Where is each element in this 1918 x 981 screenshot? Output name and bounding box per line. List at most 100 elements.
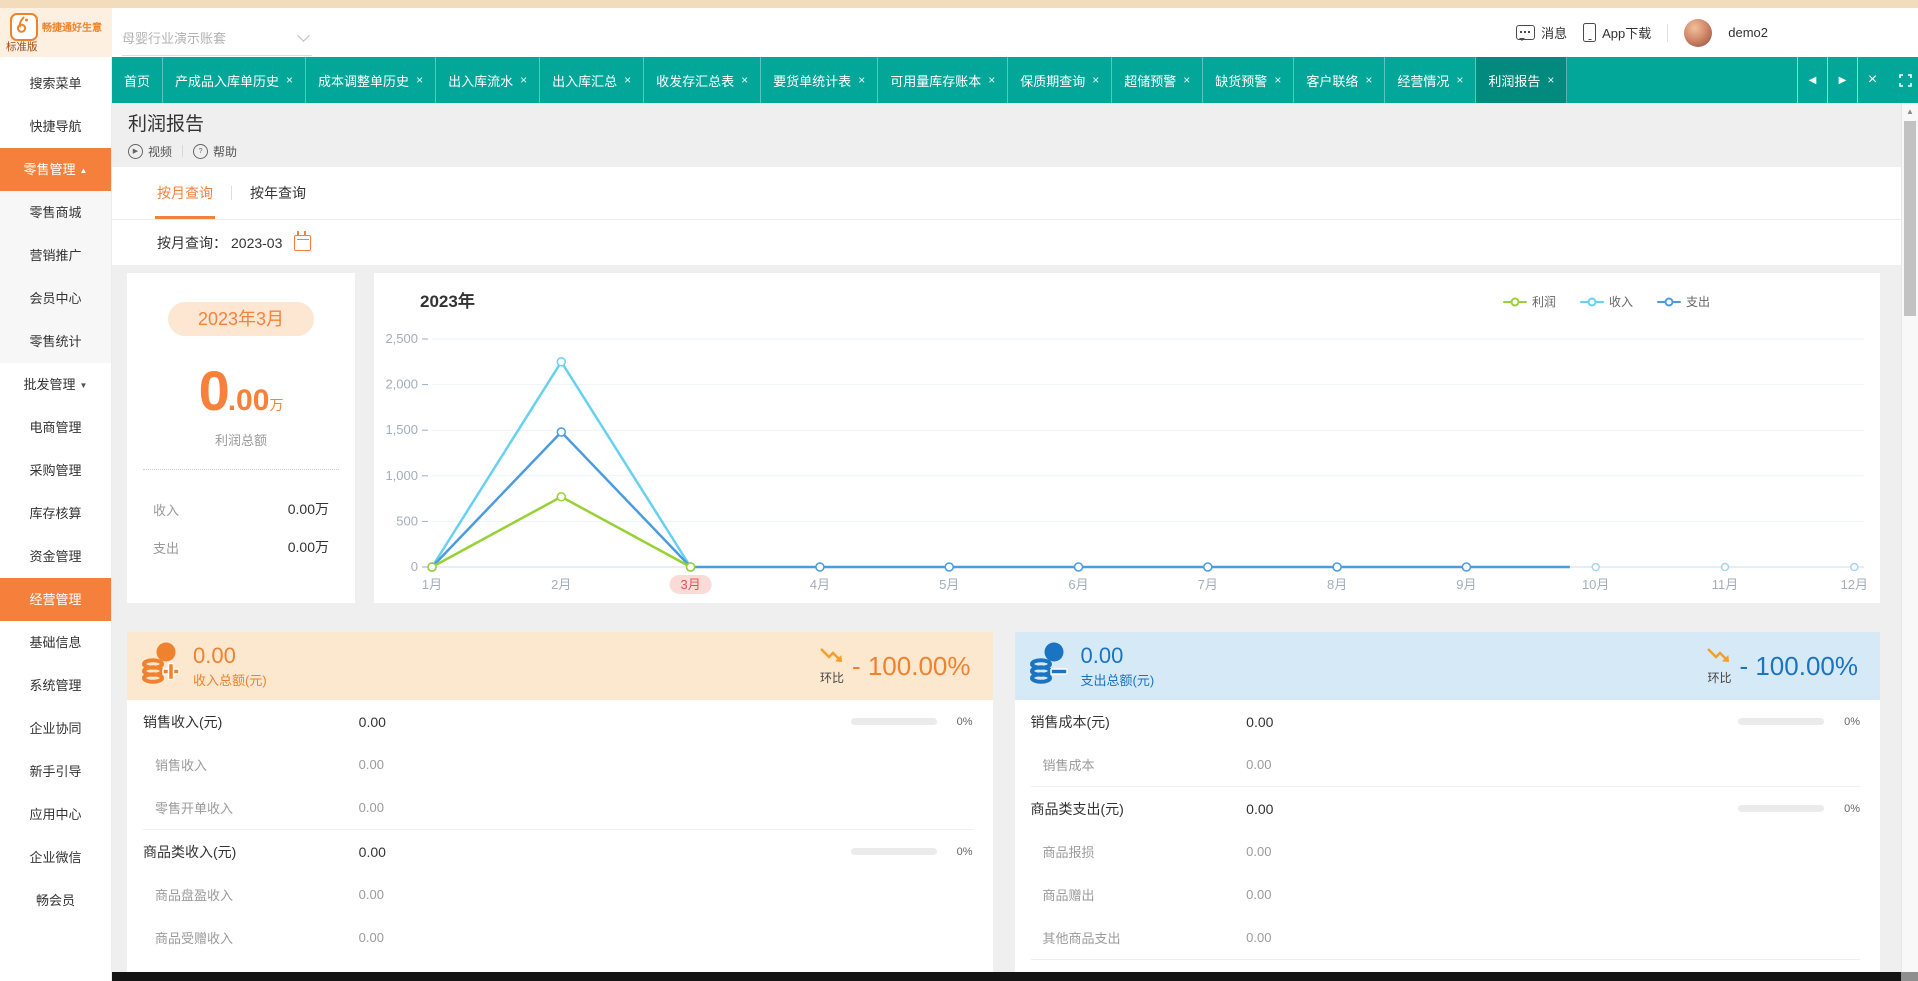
tab-close-icon[interactable]: ×	[286, 73, 294, 87]
sidebar-item[interactable]: 经营管理	[0, 578, 111, 621]
sidebar-item[interactable]: 电商管理	[0, 406, 111, 449]
workspace-tab[interactable]: 超储预警 ×	[1112, 57, 1204, 103]
tab-close-icon[interactable]: ×	[1365, 73, 1373, 87]
workspace-tab[interactable]: 成本调整单历史 ×	[306, 57, 437, 103]
tabs-close-all-button[interactable]: ×	[1857, 57, 1887, 103]
expense-card-header: 0.00 支出总额(元) 环比 - 100.00%	[1014, 632, 1880, 700]
row-label: 销售成本(元)	[1030, 713, 1110, 730]
page-meta: ▶ 视频 ? 帮助	[128, 143, 1901, 159]
sidebar-item[interactable]: 营销推广	[0, 234, 111, 277]
app-download-button[interactable]: App下载	[1583, 23, 1651, 42]
month-filter-value[interactable]: 2023-03	[231, 234, 283, 251]
workspace-tab[interactable]: 收发存汇总表 ×	[644, 57, 762, 103]
dotted-divider	[143, 469, 339, 470]
tab-close-icon[interactable]: ×	[1183, 73, 1191, 87]
sidebar-item[interactable]: 零售管理 ▲	[0, 148, 111, 191]
tab-close-icon[interactable]: ×	[741, 73, 749, 87]
legend-item[interactable]: 收入	[1579, 293, 1633, 310]
expense-rows: 销售成本(元) 0.00 0% 销售成本 0.00 商品类支出(元) 0.00 0% 商品报损 0…	[1015, 700, 1881, 981]
income-amounts: 0.00 收入总额(元)	[193, 643, 267, 689]
fullscreen-button[interactable]	[1892, 57, 1918, 103]
income-trend: 环比 - 100.00%	[820, 647, 971, 686]
tab-label: 超储预警	[1124, 73, 1177, 89]
message-bubble-icon	[1516, 25, 1536, 41]
legend-item[interactable]: 支出	[1656, 293, 1710, 310]
workspace-tab[interactable]: 经营情况 ×	[1385, 57, 1477, 103]
workspace-tab[interactable]: 要货单统计表 ×	[761, 57, 879, 103]
sidebar-item[interactable]: 新手引导	[0, 750, 111, 793]
workspace-tab[interactable]: 可用量库存账本 ×	[878, 57, 1009, 103]
tab-close-icon[interactable]: ×	[1456, 73, 1464, 87]
tab-monthly-query[interactable]: 按月查询	[157, 167, 213, 219]
tabs-next-button[interactable]: ▶	[1827, 57, 1857, 103]
workspace-tab[interactable]: 利润报告 ×	[1476, 57, 1568, 103]
workspace-tab[interactable]: 首页	[112, 57, 164, 103]
tab-close-icon[interactable]: ×	[988, 73, 996, 87]
workspace-tab[interactable]: 缺货预警 ×	[1203, 57, 1295, 103]
sidebar-item[interactable]: 批发管理 ▼	[0, 363, 111, 406]
tab-close-icon[interactable]: ×	[1274, 73, 1282, 87]
sidebar-item[interactable]: 企业协同	[0, 707, 111, 750]
sidebar-item-label: 经营管理	[29, 592, 82, 607]
workspace-tab[interactable]: 出入库汇总 ×	[540, 57, 645, 103]
sidebar-item[interactable]: 采购管理	[0, 449, 111, 492]
calendar-icon[interactable]	[294, 231, 312, 251]
help-circle-icon: ?	[193, 143, 209, 159]
sidebar-item[interactable]: 系统管理	[0, 664, 111, 707]
row-value: 0.00	[358, 713, 386, 730]
sidebar-item-label: 零售统计	[29, 334, 82, 349]
tab-close-icon[interactable]: ×	[1547, 73, 1555, 87]
sidebar-item[interactable]: 应用中心	[0, 793, 111, 836]
workspace-tab[interactable]: 保质期查询 ×	[1008, 57, 1113, 103]
expense-total-label: 支出总额(元)	[1080, 672, 1155, 688]
svg-text:11月: 11月	[1712, 577, 1739, 592]
row-value: 0.00	[358, 843, 386, 860]
account-selector[interactable]: 母婴行业演示账套	[122, 28, 312, 56]
row-label: 商品类支出(元)	[1030, 800, 1124, 817]
svg-text:2,000: 2,000	[385, 377, 418, 392]
tab-yearly-query[interactable]: 按年查询	[250, 185, 306, 201]
tab-label: 可用量库存账本	[890, 73, 982, 89]
tabs-prev-button[interactable]: ◀	[1797, 57, 1827, 103]
stat-sub-row: 商品报损 0.00	[1031, 830, 1861, 873]
sidebar-item[interactable]: 会员中心	[0, 277, 111, 320]
workspace-tab[interactable]: 产成品入库单历史 ×	[163, 57, 307, 103]
sidebar-item[interactable]: 基础信息	[0, 621, 111, 664]
stat-sub-row: 商品受赠收入 0.00	[143, 916, 973, 959]
fullscreen-icon	[1898, 73, 1912, 87]
tab-close-icon[interactable]: ×	[624, 73, 632, 87]
messages-button[interactable]: 消息	[1516, 23, 1567, 42]
workspace-tab[interactable]: 客户联络 ×	[1294, 57, 1386, 103]
tab-close-icon[interactable]: ×	[858, 73, 866, 87]
phone-icon	[1583, 23, 1597, 42]
legend-item[interactable]: 利润	[1502, 293, 1556, 310]
query-panel: 按月查询 按年查询 按月查询： 2023-03	[112, 167, 1901, 265]
page-title: 利润报告	[128, 114, 205, 135]
sidebar-item[interactable]: 企业微信	[0, 836, 111, 879]
tab-close-icon[interactable]: ×	[520, 73, 528, 87]
sidebar-item[interactable]: 库存核算	[0, 492, 111, 535]
tab-label: 要货单统计表	[773, 73, 852, 89]
sidebar-item[interactable]: 畅会员	[0, 879, 111, 922]
amount-integer: 0	[198, 359, 230, 422]
sidebar-item-label: 畅会员	[35, 893, 75, 908]
brand-name: 畅捷通好生意	[42, 23, 102, 34]
profit-chart-card: 2023年 利润 收入 支出 0 500 1,000 1,500 2,000 2,500 1月 2…	[374, 273, 1880, 603]
tab-close-icon[interactable]: ×	[416, 73, 424, 87]
sidebar-item[interactable]: 搜索菜单	[0, 62, 111, 105]
sidebar-item[interactable]: 快捷导航	[0, 105, 111, 148]
sidebar-item[interactable]: 零售商城	[0, 191, 111, 234]
tab-close-icon[interactable]: ×	[1092, 73, 1100, 87]
sidebar-item[interactable]: 零售统计	[0, 320, 111, 363]
sidebar-item[interactable]: 资金管理	[0, 535, 111, 578]
svg-text:12月: 12月	[1841, 577, 1868, 592]
workspace-tab[interactable]: 出入库流水 ×	[436, 57, 541, 103]
help-link[interactable]: ? 帮助	[193, 143, 237, 160]
scroll-up-icon[interactable]: ▲	[1906, 107, 1914, 116]
scrollbar-thumb[interactable]	[1904, 121, 1916, 316]
sidebar-item-label: 资金管理	[29, 549, 82, 564]
user-avatar[interactable]	[1684, 18, 1713, 47]
legend-marker-icon	[1579, 297, 1604, 306]
video-link[interactable]: ▶ 视频	[128, 143, 172, 160]
vertical-scrollbar[interactable]: ▲	[1901, 103, 1918, 981]
